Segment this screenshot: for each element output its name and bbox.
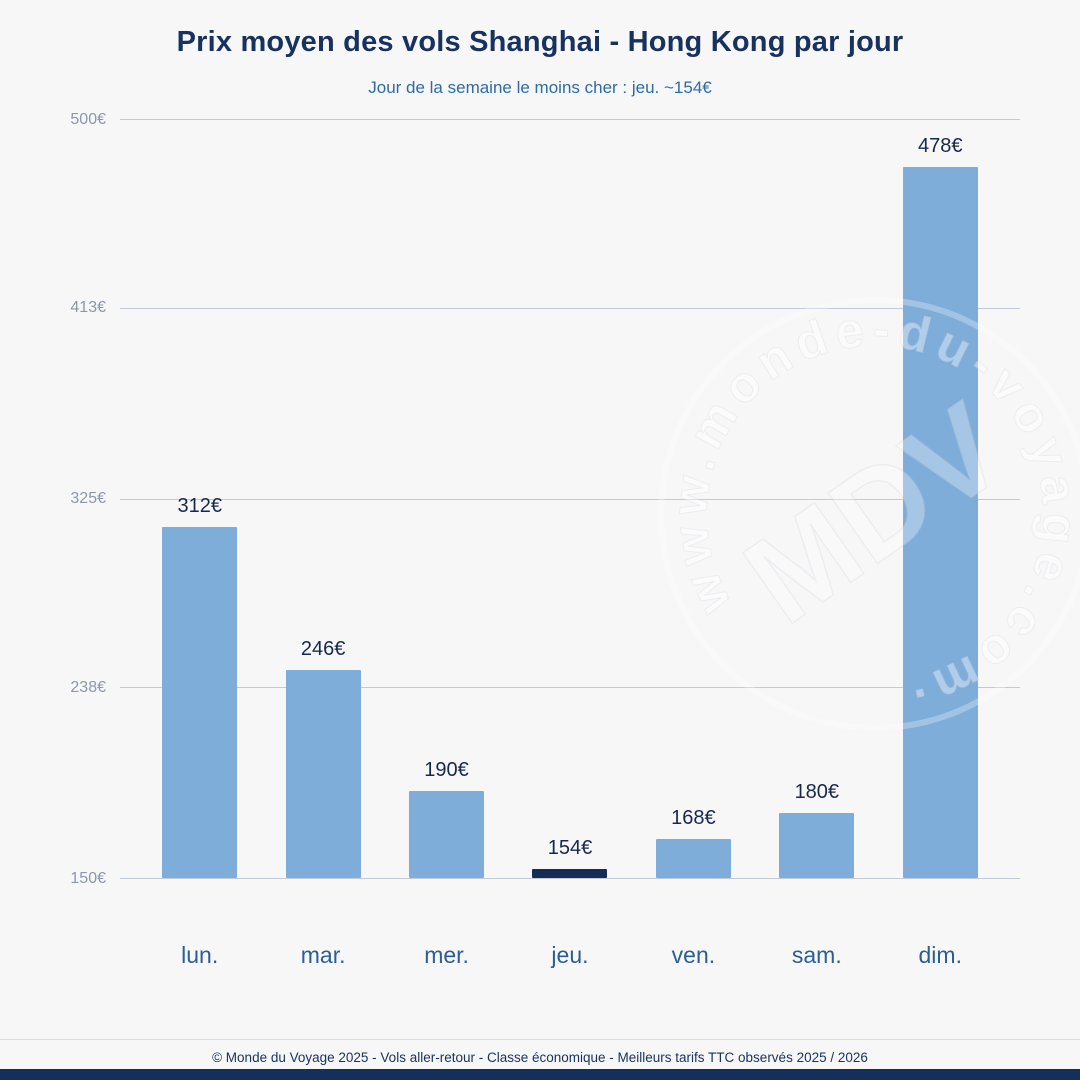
- x-axis-label: mar.: [300, 942, 346, 968]
- footer: © Monde du Voyage 2025 - Vols aller-reto…: [0, 1039, 1080, 1065]
- bar-sam[interactable]: [779, 812, 855, 878]
- bar-column: 180€: [755, 119, 878, 878]
- bar-mar[interactable]: [285, 669, 361, 878]
- y-axis-tick-label: 413€: [70, 299, 106, 317]
- bar-lun[interactable]: [162, 526, 238, 878]
- bar-value-label: 168€: [671, 806, 716, 829]
- x-axis-label: jeu.: [551, 942, 589, 968]
- x-axis-label: ven.: [671, 942, 716, 968]
- x-axis-label: lun.: [181, 942, 219, 968]
- y-axis-tick-label: 325€: [70, 490, 106, 507]
- bars: 312€ 246€ 190€ 154€ 168€ 180€ 478€: [120, 119, 1020, 878]
- bar-value-label: 246€: [300, 637, 346, 660]
- bar-jeu[interactable]: [532, 869, 608, 878]
- x-axis-labels: lun. mar. mer. jeu. ven. sam. dim.: [120, 942, 1020, 969]
- bar-value-label: 180€: [794, 780, 840, 803]
- gridline: 238€: [70, 679, 1020, 696]
- bar-column: 478€: [879, 119, 1002, 878]
- gridline: 325€: [70, 490, 1020, 507]
- bar-column: 154€: [508, 119, 631, 878]
- bar-value-label: 312€: [177, 494, 222, 517]
- price-chart: 500€ 413€ 325€ 238€ 150€ 312€ 246€ 190€ 154€ 168…: [70, 111, 1080, 968]
- bar-column: 168€: [632, 119, 755, 878]
- bottom-accent-bar: [0, 1069, 1080, 1080]
- bar-value-label: 154€: [547, 837, 593, 860]
- bar-value-label: 190€: [424, 759, 469, 782]
- bar-mer[interactable]: [409, 791, 485, 878]
- gridline: 150€: [70, 870, 1020, 887]
- page-subtitle: Jour de la semaine le moins cher : jeu. …: [368, 78, 712, 97]
- x-axis-label: dim.: [918, 942, 962, 968]
- bar-column: 312€: [138, 119, 261, 878]
- bar-ven[interactable]: [655, 838, 731, 878]
- page-title: Prix moyen des vols Shanghai - Hong Kong…: [176, 26, 904, 58]
- gridline: 413€: [70, 299, 1020, 316]
- bar-value-label: 478€: [917, 134, 963, 157]
- y-axis-tick-label: 500€: [70, 110, 106, 128]
- y-axis-tick-label: 238€: [70, 678, 106, 696]
- y-axis-tick-label: 150€: [70, 869, 106, 887]
- bar-column: 246€: [261, 119, 384, 878]
- x-axis-label: sam.: [791, 942, 842, 968]
- x-axis-label: mer.: [424, 942, 469, 968]
- bar-dim[interactable]: [902, 166, 978, 878]
- bar-column: 190€: [385, 119, 508, 878]
- footer-text: © Monde du Voyage 2025 - Vols aller-reto…: [212, 1050, 868, 1065]
- gridline: 500€: [70, 111, 1020, 128]
